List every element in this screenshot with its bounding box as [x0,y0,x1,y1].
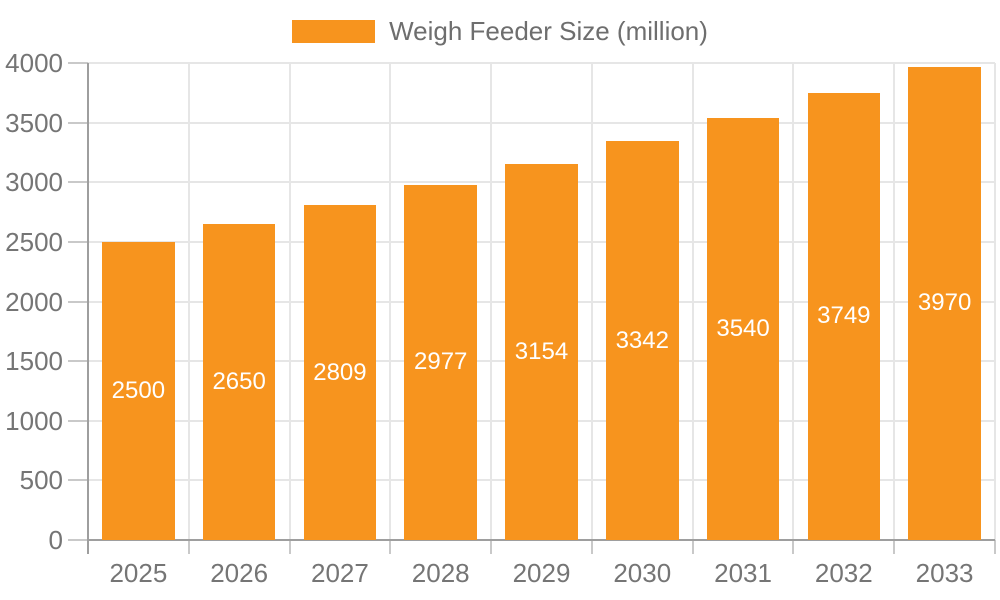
legend-swatch-icon [292,19,376,43]
y-axis-line [87,63,89,554]
x-axis-label: 2030 [613,558,672,588]
bar-2026[interactable] [202,223,276,540]
bar-value-label: 2500 [111,376,166,404]
y-axis-label: 1000 [5,405,63,436]
x-axis-label: 2025 [109,558,168,588]
y-axis-tick [68,360,88,363]
x-axis-label: 2032 [814,558,873,588]
y-axis-label: 1500 [5,346,63,377]
x-axis-tick [893,540,896,554]
y-axis-label: 0 [48,525,63,555]
legend[interactable]: Weigh Feeder Size (million) [0,18,1000,44]
y-axis-tick [68,121,88,124]
x-axis-label: 2027 [311,558,369,588]
y-axis-label: 2000 [5,286,63,317]
x-axis-tick [994,540,996,554]
bar-value-label: 2977 [414,348,468,376]
bar-2032[interactable] [807,92,881,540]
y-axis-tick [68,300,88,303]
x-axis-tick [288,540,291,554]
gridline-vertical [792,63,795,540]
bar-2031[interactable] [706,117,780,540]
y-axis-label: 3000 [5,167,63,198]
gridline-vertical [187,63,190,540]
bar-value-label: 3154 [514,337,569,365]
bar-2029[interactable] [505,163,578,540]
bar-2028[interactable] [404,184,477,540]
x-axis-label: 2026 [210,558,269,588]
y-axis-tick [68,240,88,243]
x-axis-tick [490,540,493,554]
bar-2025[interactable] [102,241,175,540]
gridline-vertical [590,63,593,540]
y-axis-tick [68,419,88,422]
y-axis-label: 4000 [5,48,63,78]
bar-value-label: 2650 [212,367,266,395]
bar-value-label: 3749 [817,302,871,330]
y-axis-label: 3500 [5,107,63,138]
x-axis-tick [187,540,190,554]
bar-value-label: 3342 [615,326,669,354]
gridline-vertical [288,63,291,540]
legend-label: Weigh Feeder Size (million) [389,16,708,46]
y-axis-label: 500 [19,465,63,496]
x-axis-label: 2028 [411,558,470,588]
gridline-vertical [691,63,694,540]
bar-value-label: 3540 [716,314,770,342]
gridline-vertical [389,63,392,540]
x-axis-tick [691,540,694,554]
y-axis-tick [68,539,88,541]
x-axis-label: 2031 [714,558,772,588]
y-axis-label: 2500 [5,226,63,257]
y-axis-tick [68,62,88,64]
gridline-horizontal [88,121,995,124]
bar-value-label: 3970 [917,289,972,317]
x-axis-tick [590,540,593,554]
x-axis-label: 2033 [915,558,974,588]
bar-2027[interactable] [303,205,377,540]
x-axis-line [88,539,995,541]
gridline-vertical [994,63,996,540]
x-axis-tick [389,540,392,554]
gridline-horizontal [88,62,995,64]
x-axis-label: 2029 [512,558,571,588]
gridline-vertical [490,63,493,540]
gridline-vertical [893,63,896,540]
bar-2030[interactable] [606,141,679,540]
y-axis-tick [68,479,88,482]
x-axis-tick [792,540,795,554]
y-axis-tick [68,181,88,184]
bar-2033[interactable] [908,66,981,540]
bar-value-label: 2809 [313,358,367,386]
